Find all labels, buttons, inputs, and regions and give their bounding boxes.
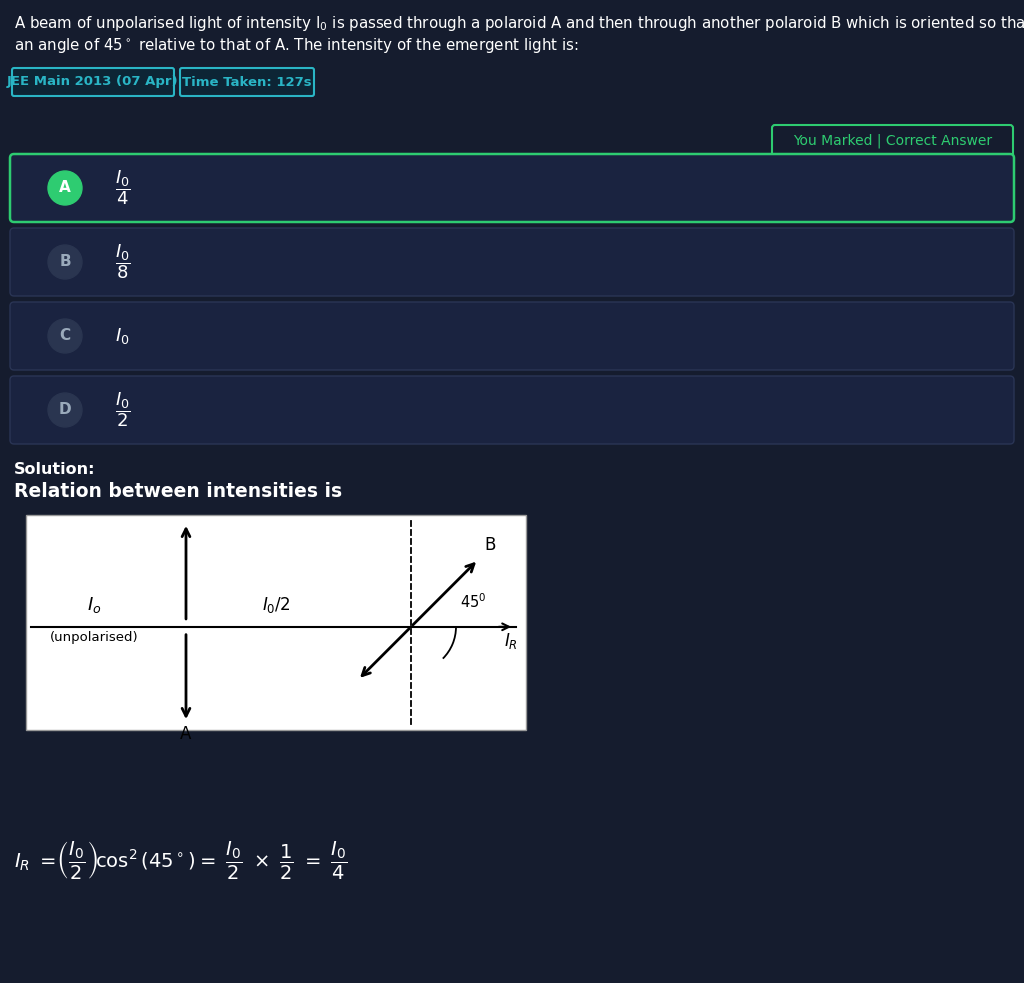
Text: B: B	[484, 536, 496, 553]
Text: You Marked | Correct Answer: You Marked | Correct Answer	[793, 134, 992, 148]
Text: 45$^0$: 45$^0$	[460, 593, 486, 611]
Text: JEE Main 2013 (07 Apr): JEE Main 2013 (07 Apr)	[7, 76, 179, 88]
Text: Time Taken: 127s: Time Taken: 127s	[182, 76, 312, 88]
Text: $I_R\ =\!\left(\dfrac{I_0}{2}\right)\!\cos^2(45^\circ)=\ \dfrac{I_0}{2}\ \times\: $I_R\ =\!\left(\dfrac{I_0}{2}\right)\!\c…	[14, 839, 348, 881]
Text: A beam of unpolarised light of intensity I$_0$ is passed through a polaroid A an: A beam of unpolarised light of intensity…	[14, 14, 1024, 33]
Text: (unpolarised): (unpolarised)	[50, 631, 138, 644]
FancyBboxPatch shape	[10, 228, 1014, 296]
FancyBboxPatch shape	[180, 68, 314, 96]
Text: C: C	[59, 328, 71, 343]
Circle shape	[48, 393, 82, 427]
FancyBboxPatch shape	[10, 302, 1014, 370]
Circle shape	[48, 245, 82, 279]
Text: A: A	[180, 725, 191, 743]
Text: $I_0$: $I_0$	[115, 326, 129, 346]
Text: B: B	[59, 255, 71, 269]
FancyBboxPatch shape	[10, 376, 1014, 444]
Text: $I_0/2$: $I_0/2$	[261, 595, 291, 614]
FancyBboxPatch shape	[10, 154, 1014, 222]
Text: D: D	[58, 402, 72, 418]
Circle shape	[48, 319, 82, 353]
Text: an angle of 45$^\circ$ relative to that of A. The intensity of the emergent ligh: an angle of 45$^\circ$ relative to that …	[14, 36, 579, 55]
Text: $\dfrac{I_0}{2}$: $\dfrac{I_0}{2}$	[115, 390, 131, 430]
FancyBboxPatch shape	[12, 68, 174, 96]
Text: Solution:: Solution:	[14, 462, 95, 477]
Circle shape	[48, 171, 82, 205]
Text: $I_R$: $I_R$	[504, 631, 518, 651]
Text: $\dfrac{I_0}{8}$: $\dfrac{I_0}{8}$	[115, 243, 131, 281]
Text: Relation between intensities is: Relation between intensities is	[14, 482, 342, 501]
Text: A: A	[59, 181, 71, 196]
FancyBboxPatch shape	[26, 515, 526, 730]
Text: $I_o$: $I_o$	[87, 595, 101, 614]
FancyBboxPatch shape	[772, 125, 1013, 157]
Text: $\dfrac{I_0}{4}$: $\dfrac{I_0}{4}$	[115, 169, 131, 207]
